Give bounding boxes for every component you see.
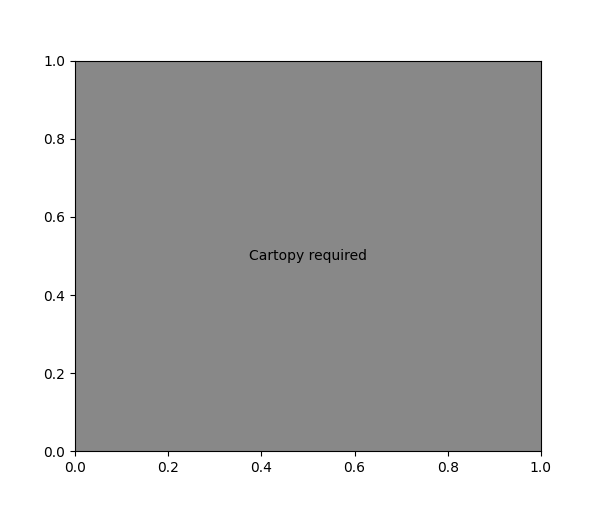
Text: Cartopy required: Cartopy required [249, 249, 367, 263]
